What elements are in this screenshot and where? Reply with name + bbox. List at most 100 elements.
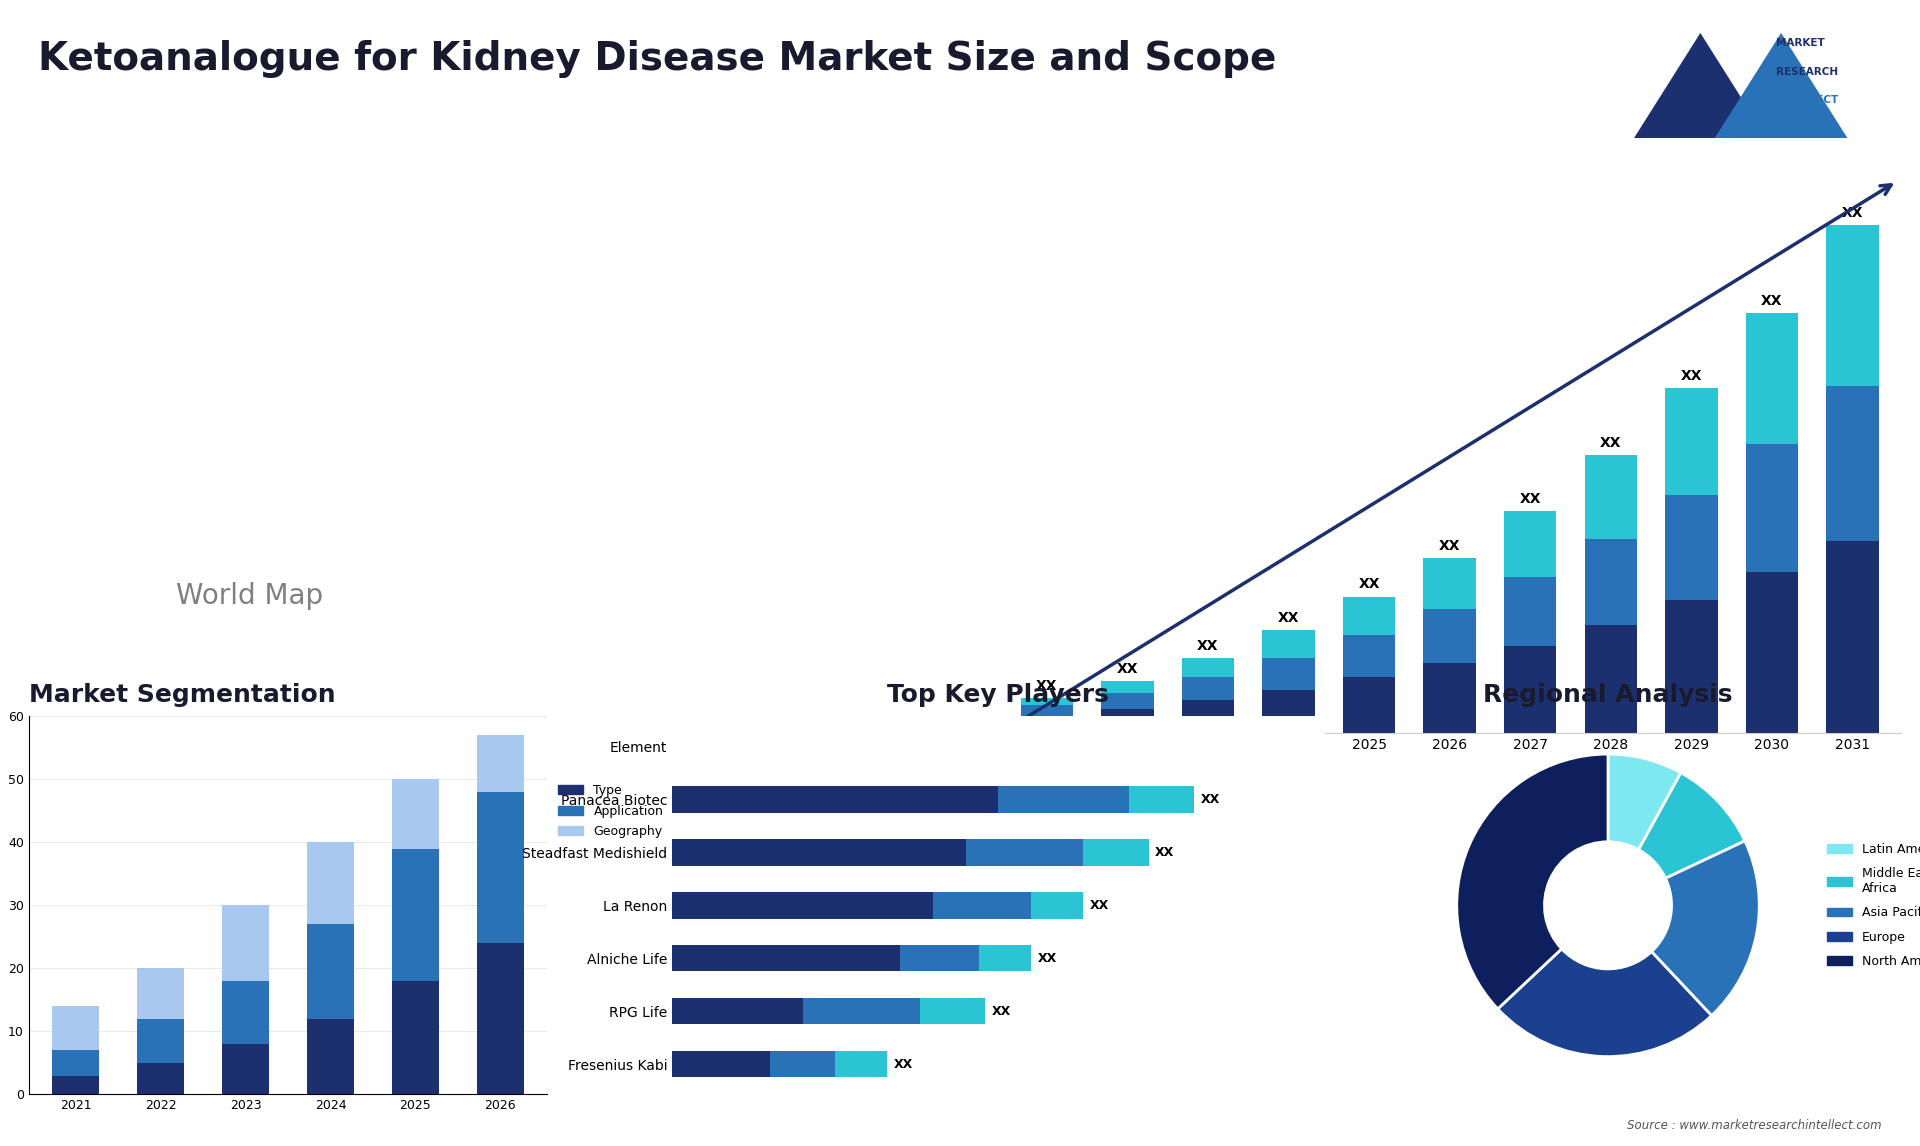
Text: RESEARCH: RESEARCH [1776, 66, 1837, 77]
Bar [392, 981, 440, 1094]
Text: XX: XX [1519, 492, 1542, 505]
Bar [52, 1006, 100, 1050]
Text: XX: XX [1761, 293, 1782, 307]
Text: XX: XX [895, 1058, 914, 1070]
Text: XX: XX [1680, 369, 1701, 383]
Bar [1665, 495, 1718, 601]
Bar [1665, 601, 1718, 733]
Bar [1021, 706, 1073, 716]
Text: XX: XX [1037, 951, 1056, 965]
Bar [933, 892, 1031, 919]
Bar [770, 1051, 835, 1077]
Bar [1129, 786, 1194, 813]
Legend: Type, Application, Geography: Type, Application, Geography [553, 779, 668, 843]
Bar [1342, 597, 1396, 635]
Bar [223, 981, 269, 1044]
Bar [476, 943, 524, 1094]
Bar [672, 998, 803, 1025]
Text: XX: XX [1037, 680, 1058, 693]
Text: XX: XX [1438, 539, 1461, 552]
Bar [476, 792, 524, 943]
Wedge shape [1607, 754, 1680, 849]
Text: Source : www.marketresearchintellect.com: Source : www.marketresearchintellect.com [1626, 1120, 1882, 1132]
Bar [1503, 646, 1557, 733]
Bar [1181, 700, 1235, 733]
Bar [392, 848, 440, 981]
Bar [1503, 578, 1557, 646]
Text: MARKET: MARKET [1776, 38, 1824, 48]
Bar [920, 998, 985, 1025]
Bar [1342, 635, 1396, 677]
Text: Ketoanalogue for Kidney Disease Market Size and Scope: Ketoanalogue for Kidney Disease Market S… [38, 40, 1277, 78]
Bar [1826, 225, 1878, 386]
Text: INTELLECT: INTELLECT [1776, 95, 1837, 105]
Wedge shape [1498, 949, 1711, 1057]
Bar [1745, 572, 1797, 733]
Bar [1584, 455, 1638, 539]
Bar [1826, 541, 1878, 733]
Bar [1665, 388, 1718, 495]
Text: XX: XX [1200, 793, 1219, 806]
Bar [672, 945, 900, 972]
Bar [1423, 558, 1476, 609]
Polygon shape [1630, 33, 1770, 143]
Bar [998, 786, 1129, 813]
Title: Top Key Players: Top Key Players [887, 683, 1110, 707]
Bar [52, 1075, 100, 1094]
Bar [1423, 609, 1476, 664]
Legend: Latin America, Middle East &
Africa, Asia Pacific, Europe, North America: Latin America, Middle East & Africa, Asi… [1822, 838, 1920, 973]
Bar [1745, 313, 1797, 445]
Title: Regional Analysis: Regional Analysis [1484, 683, 1732, 707]
Bar [1745, 445, 1797, 572]
Bar [835, 1051, 887, 1077]
Bar [900, 945, 979, 972]
Wedge shape [1457, 754, 1609, 1008]
Bar [136, 1063, 184, 1094]
Bar [307, 1019, 353, 1094]
Text: Market Segmentation: Market Segmentation [29, 683, 336, 707]
Bar [223, 1044, 269, 1094]
Bar [1261, 630, 1315, 658]
Bar [1102, 709, 1154, 733]
Bar [1584, 539, 1638, 625]
Bar [1102, 693, 1154, 709]
Polygon shape [1711, 33, 1851, 143]
Text: XX: XX [1117, 661, 1139, 676]
Bar [307, 842, 353, 924]
Bar [1083, 839, 1148, 865]
Text: XX: XX [1091, 898, 1110, 912]
Bar [672, 1051, 770, 1077]
Text: XX: XX [1156, 846, 1175, 860]
Bar [966, 839, 1083, 865]
Bar [1584, 625, 1638, 733]
Bar [476, 736, 524, 792]
Bar [307, 924, 353, 1019]
Bar [1021, 716, 1073, 733]
Bar [803, 998, 920, 1025]
Text: XX: XX [1198, 638, 1219, 653]
Bar [223, 905, 269, 981]
Text: XX: XX [1357, 578, 1380, 591]
Bar [1102, 681, 1154, 693]
Bar [672, 839, 966, 865]
Bar [1342, 677, 1396, 733]
Bar [52, 1050, 100, 1075]
Bar [136, 1019, 184, 1063]
Bar [1826, 386, 1878, 541]
Text: XX: XX [1599, 435, 1622, 449]
Bar [672, 786, 998, 813]
Bar [1031, 892, 1083, 919]
Bar [1423, 664, 1476, 733]
Bar [1261, 658, 1315, 690]
Bar [392, 779, 440, 848]
Text: XX: XX [993, 1005, 1012, 1018]
Bar [1181, 677, 1235, 700]
Wedge shape [1638, 772, 1745, 878]
Bar [1261, 690, 1315, 733]
Bar [979, 945, 1031, 972]
Text: XX: XX [1277, 611, 1300, 625]
Bar [1503, 511, 1557, 578]
Bar [136, 968, 184, 1019]
Text: World Map: World Map [177, 582, 323, 610]
Bar [1181, 658, 1235, 677]
